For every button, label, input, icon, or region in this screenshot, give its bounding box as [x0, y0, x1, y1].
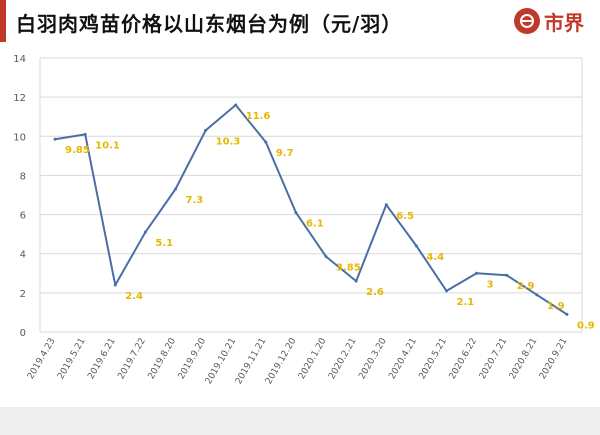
- x-tick-label: 2020.7.21: [478, 337, 510, 382]
- x-tick-label: 2020.6.22: [448, 336, 480, 381]
- x-tick-label: 2020.2.21: [327, 337, 359, 382]
- data-point: [414, 244, 418, 248]
- brand-logo: 市界: [514, 7, 584, 35]
- data-label: 2.4: [125, 291, 143, 302]
- x-tick-label: 2020.1.20: [297, 336, 329, 381]
- data-point: [83, 132, 87, 136]
- data-label: 11.6: [246, 111, 271, 122]
- data-label: 9.7: [276, 148, 294, 159]
- data-label: 0.9: [577, 320, 595, 331]
- y-tick-label: 4: [20, 250, 26, 261]
- data-point: [565, 312, 569, 316]
- data-label: 9.85: [65, 145, 90, 156]
- y-tick-label: 10: [13, 132, 26, 143]
- data-point: [354, 279, 358, 283]
- data-label: 10.1: [95, 140, 120, 151]
- data-label: 6.1: [306, 219, 324, 230]
- data-point: [445, 289, 448, 293]
- header: 白羽肉鸡苗价格以山东烟台为例（元/羽） 市界: [0, 0, 600, 42]
- x-tick-label: 2019.6.21: [86, 337, 118, 382]
- data-label: 4.4: [426, 252, 444, 263]
- logo-text: 市界: [544, 10, 584, 35]
- data-point: [505, 273, 509, 277]
- line-chart: 024681012142019.4.232019.5.212019.6.2120…: [13, 54, 595, 387]
- x-tick-label: 2020.5.21: [418, 337, 450, 382]
- y-tick-label: 14: [13, 54, 26, 65]
- x-tick-label: 2019.5.21: [56, 337, 88, 382]
- y-tick-label: 6: [20, 211, 26, 222]
- data-point: [234, 103, 238, 107]
- data-point: [384, 203, 388, 207]
- data-label: 2.9: [517, 281, 535, 292]
- data-point: [174, 187, 177, 191]
- y-tick-label: 2: [20, 289, 26, 300]
- x-tick-label: 2019.12.20: [264, 336, 299, 386]
- chart-area: 0 2 4 6 8 10 12 14 2019.4.23 2019.5.21 2019.6.21 20…: [0, 42, 600, 407]
- x-tick-label: 2019.9.20: [177, 336, 209, 381]
- data-point: [53, 137, 57, 141]
- data-point: [294, 211, 298, 215]
- x-tick-label: 2019.11.21: [234, 337, 268, 387]
- y-tick-label: 8: [20, 171, 26, 182]
- data-label: 10.3: [216, 136, 241, 147]
- data-label: 3: [487, 279, 494, 290]
- x-tick-label: 2019.8.20: [147, 336, 179, 381]
- data-point: [204, 128, 208, 132]
- data-label: 2.1: [457, 297, 475, 308]
- data-point: [535, 293, 539, 297]
- x-tick-label: 2020.8.21: [508, 337, 540, 382]
- x-tick-label: 2019.7.22: [116, 337, 148, 382]
- chart-title: 白羽肉鸡苗价格以山东烟台为例（元/羽）: [16, 12, 403, 36]
- data-point: [143, 230, 147, 234]
- y-tick-label: 0: [20, 328, 26, 339]
- data-point: [113, 283, 117, 287]
- x-tick-label: 2020.3.20: [357, 336, 389, 381]
- data-label: 6.5: [396, 211, 414, 222]
- x-tick-label: 2019.4.23: [26, 337, 58, 382]
- logo-icon: [514, 8, 540, 34]
- x-tick-label: 2020.9.21: [538, 337, 570, 382]
- data-label: 1.9: [547, 301, 565, 312]
- x-tick-label: 2019.10.21: [204, 337, 238, 387]
- footer-band: [0, 407, 600, 435]
- x-tick-label: 2020.4.21: [387, 337, 419, 382]
- data-label: 7.3: [186, 195, 204, 206]
- header-accent-bar: [0, 0, 6, 42]
- data-label: 2.6: [366, 287, 384, 298]
- y-tick-label: 12: [13, 93, 26, 104]
- data-point: [264, 140, 268, 144]
- data-label: 3.85: [336, 263, 361, 274]
- series-line: [54, 103, 568, 316]
- data-point: [475, 271, 479, 275]
- data-point: [324, 255, 328, 259]
- data-label: 5.1: [155, 238, 173, 249]
